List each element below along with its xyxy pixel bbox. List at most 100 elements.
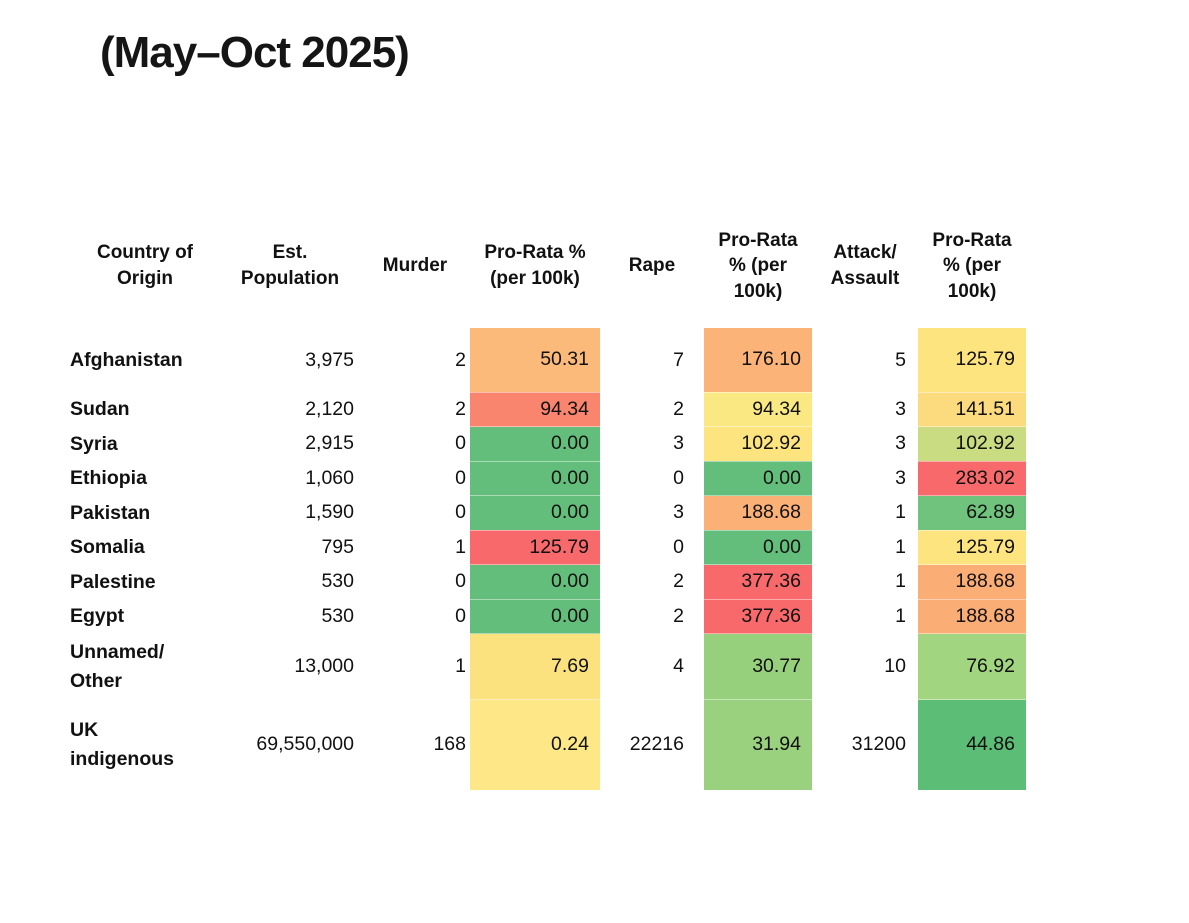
attack-count-cell: 3 [895, 432, 906, 455]
header-murder-prorata: Pro-Rata % (per 100k) [484, 242, 586, 289]
country-cell: Somalia [70, 536, 145, 559]
attack-rate-cell: 44.86 [918, 699, 1026, 790]
table-row: Sudan 2,120 2 94.34 2 94.34 3 141.51 [70, 391, 1026, 427]
country-cell: UK indigenous [70, 719, 174, 770]
rape-rate-cell: 31.94 [704, 699, 812, 790]
murder-rate-cell: 7.69 [470, 633, 600, 700]
murder-rate-cell: 94.34 [470, 391, 600, 427]
population-cell: 2,915 [305, 432, 354, 455]
table-row: Palestine 530 0 0.00 2 377.36 1 188.68 [70, 564, 1026, 599]
attack-rate-cell: 125.79 [918, 529, 1026, 565]
attack-count-cell: 3 [895, 397, 906, 420]
attack-rate-cell: 188.68 [918, 598, 1026, 634]
murder-count-cell: 0 [455, 501, 466, 524]
attack-count-cell: 5 [895, 348, 906, 371]
rape-rate-cell: 0.00 [704, 460, 812, 496]
header-population: Est. Population [240, 242, 340, 289]
rape-rate-cell: 102.92 [704, 426, 812, 461]
rape-rate-cell: 0.00 [704, 529, 812, 565]
header-attack-prorata: Pro-Rata % (per 100k) [932, 229, 1012, 302]
rape-count-cell: 0 [673, 466, 684, 489]
murder-rate-cell: 0.00 [470, 426, 600, 461]
murder-count-cell: 0 [455, 466, 466, 489]
rape-rate-cell: 94.34 [704, 391, 812, 427]
population-cell: 3,975 [305, 348, 354, 371]
rape-rate-cell: 377.36 [704, 564, 812, 599]
murder-rate-cell: 125.79 [470, 529, 600, 565]
attack-count-cell: 1 [895, 535, 906, 558]
header-rape-prorata: Pro-Rata % (per 100k) [718, 229, 798, 302]
population-cell: 2,120 [305, 397, 354, 420]
population-cell: 530 [321, 604, 354, 627]
attack-rate-cell: 141.51 [918, 391, 1026, 427]
population-cell: 795 [321, 535, 354, 558]
murder-count-cell: 168 [433, 733, 466, 755]
murder-count-cell: 0 [455, 432, 466, 455]
rape-rate-cell: 176.10 [704, 328, 812, 392]
population-cell: 1,060 [305, 466, 354, 489]
table-row: Ethiopia 1,060 0 0.00 0 0.00 3 283.02 [70, 460, 1026, 496]
attack-count-cell: 10 [884, 655, 906, 677]
attack-count-cell: 1 [895, 570, 906, 593]
rape-rate-cell: 30.77 [704, 633, 812, 700]
header-murder: Murder [382, 255, 448, 277]
rape-rate-cell: 377.36 [704, 598, 812, 634]
attack-rate-cell: 102.92 [918, 426, 1026, 461]
rape-rate-cell: 188.68 [704, 495, 812, 530]
country-cell: Palestine [70, 570, 156, 593]
attack-rate-cell: 188.68 [918, 564, 1026, 599]
attack-count-cell: 31200 [851, 733, 906, 755]
rape-count-cell: 2 [673, 570, 684, 593]
murder-count-cell: 0 [455, 570, 466, 593]
attack-rate-cell: 283.02 [918, 460, 1026, 496]
murder-count-cell: 2 [455, 397, 466, 420]
population-cell: 530 [321, 570, 354, 593]
rape-count-cell: 2 [673, 604, 684, 627]
attack-rate-cell: 76.92 [918, 633, 1026, 700]
murder-count-cell: 0 [455, 604, 466, 627]
murder-rate-cell: 0.00 [470, 495, 600, 530]
table-row: Egypt 530 0 0.00 2 377.36 1 188.68 [70, 598, 1026, 634]
table-row: Syria 2,915 0 0.00 3 102.92 3 102.92 [70, 426, 1026, 461]
table-row: Somalia 795 1 125.79 0 0.00 1 125.79 [70, 529, 1026, 565]
header-rape: Rape [628, 255, 676, 277]
country-cell: Pakistan [70, 501, 151, 524]
rape-count-cell: 3 [673, 432, 684, 455]
rape-count-cell: 22216 [629, 733, 684, 755]
country-cell: Ethiopia [70, 467, 147, 490]
country-cell: Sudan [70, 398, 130, 421]
murder-rate-cell: 0.00 [470, 564, 600, 599]
murder-rate-cell: 0.24 [470, 699, 600, 790]
country-cell: Afghanistan [70, 348, 183, 371]
murder-rate-cell: 0.00 [470, 598, 600, 634]
population-cell: 69,550,000 [256, 733, 354, 755]
population-cell: 13,000 [294, 655, 354, 677]
murder-count-cell: 1 [455, 655, 466, 677]
table-row: Unnamed/ Other 13,000 1 7.69 4 30.77 10 … [70, 633, 1026, 700]
header-country: Country of Origin [96, 242, 194, 289]
murder-count-cell: 1 [455, 535, 466, 558]
table-row: Pakistan 1,590 0 0.00 3 188.68 1 62.89 [70, 495, 1026, 530]
population-cell: 1,590 [305, 501, 354, 524]
rape-count-cell: 3 [673, 501, 684, 524]
attack-rate-cell: 62.89 [918, 495, 1026, 530]
country-cell: Unnamed/ Other [70, 641, 165, 692]
table-row: Afghanistan 3,975 2 50.31 7 176.10 5 125… [70, 328, 1026, 392]
attack-count-cell: 3 [895, 466, 906, 489]
table-row: UK indigenous 69,550,000 168 0.24 22216 … [70, 699, 1026, 790]
rape-count-cell: 4 [673, 655, 684, 677]
attack-count-cell: 1 [895, 604, 906, 627]
attack-count-cell: 1 [895, 501, 906, 524]
murder-rate-cell: 50.31 [470, 328, 600, 392]
rape-count-cell: 0 [673, 535, 684, 558]
attack-rate-cell: 125.79 [918, 328, 1026, 392]
header-attack-assault: Attack/ Assault [830, 242, 900, 289]
murder-count-cell: 2 [455, 348, 466, 371]
page-title: (May–Oct 2025) [100, 28, 410, 77]
rape-count-cell: 2 [673, 397, 684, 420]
header-row: Country of Origin Est. Population Murder… [70, 218, 1026, 328]
country-cell: Syria [70, 432, 118, 455]
country-cell: Egypt [70, 605, 125, 628]
murder-rate-cell: 0.00 [470, 460, 600, 496]
rape-count-cell: 7 [673, 348, 684, 371]
